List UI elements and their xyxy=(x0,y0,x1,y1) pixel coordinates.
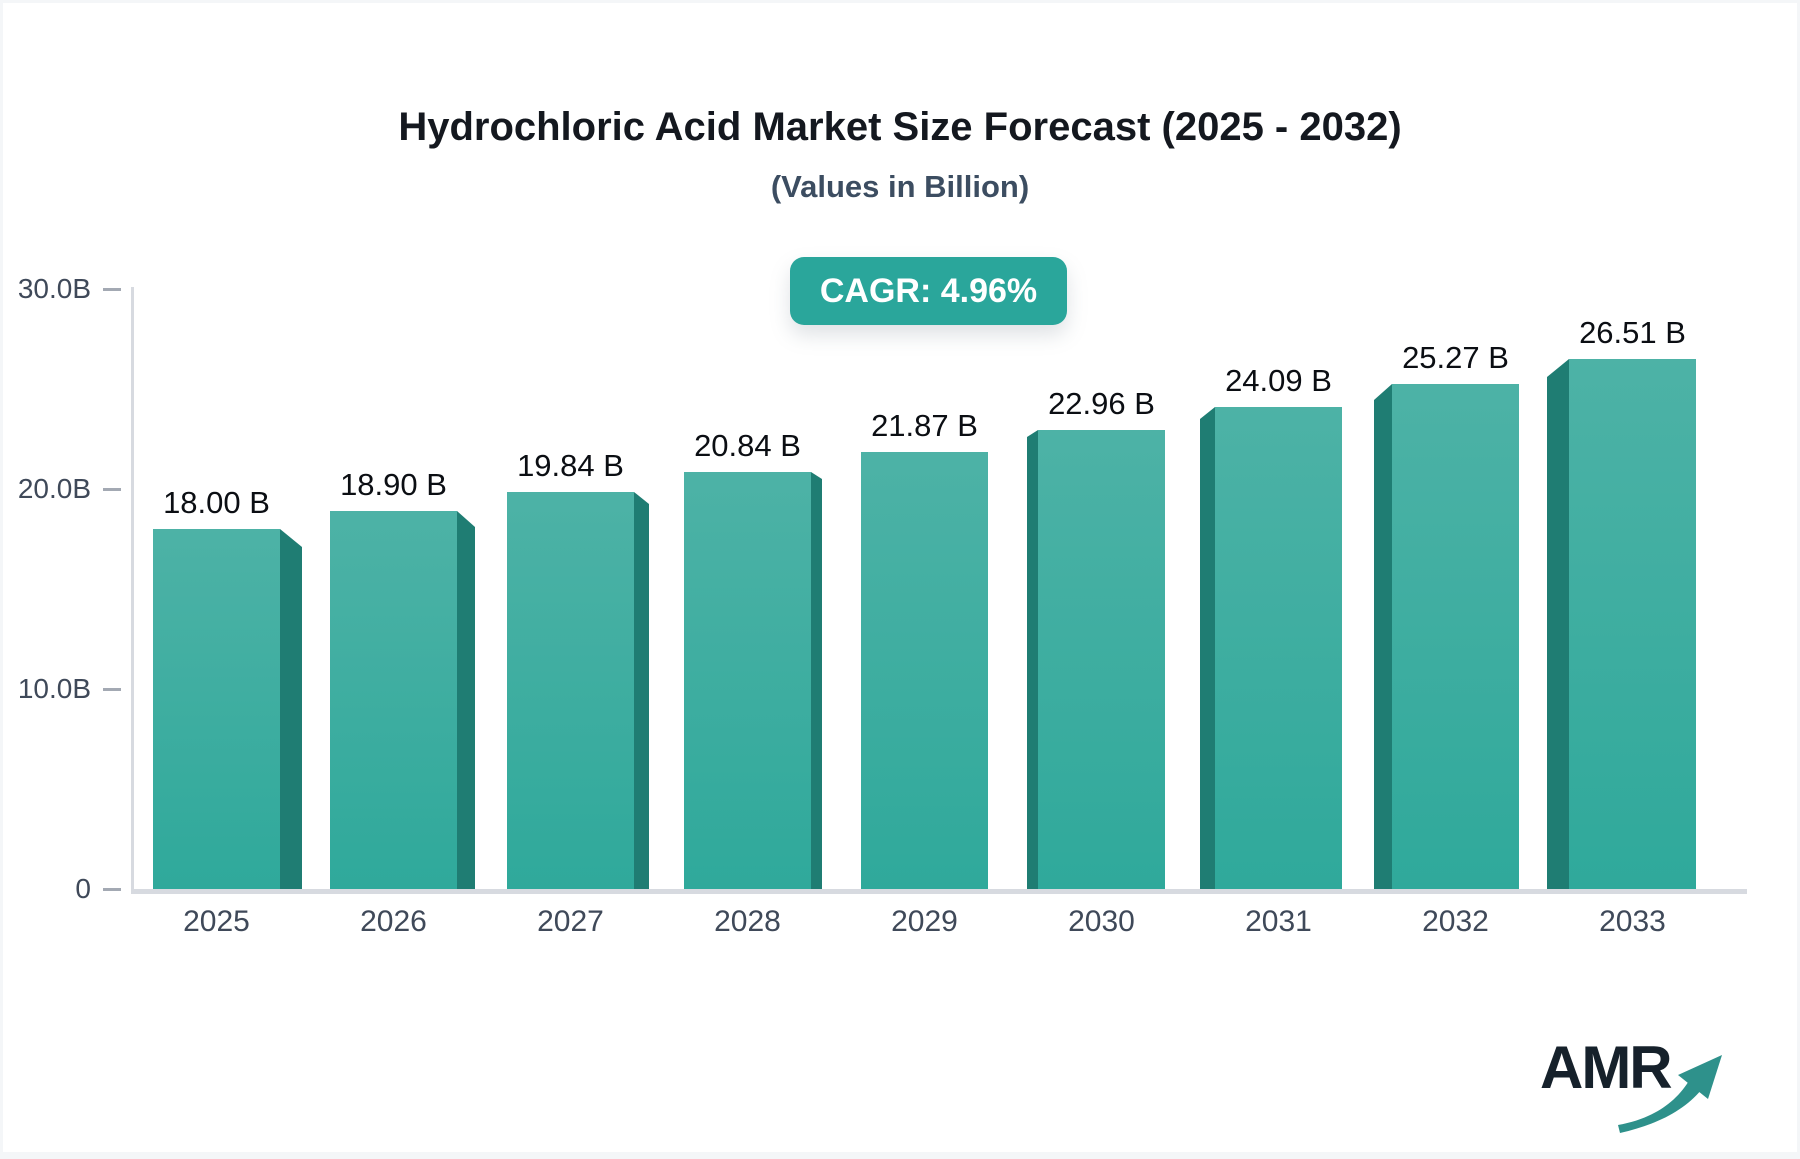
x-axis-tick-label: 2027 xyxy=(537,905,604,939)
y-axis-tick-label: 0 xyxy=(3,872,91,906)
bar-value-label: 20.84 B xyxy=(694,428,801,464)
y-axis-tick-mark xyxy=(103,888,121,891)
bar-side-face-2031 xyxy=(1200,407,1215,889)
y-axis-tick-label: 10.0B xyxy=(3,672,91,706)
bar-2030 xyxy=(1038,430,1165,889)
x-axis-tick-label: 2030 xyxy=(1068,905,1135,939)
bar-value-label: 21.87 B xyxy=(871,408,978,444)
y-axis-line xyxy=(131,287,134,891)
bar-value-label: 19.84 B xyxy=(517,448,624,484)
chart-card: Hydrochloric Acid Market Size Forecast (… xyxy=(3,3,1797,1152)
x-axis-tick-label: 2033 xyxy=(1599,905,1666,939)
bar-side-face-2027 xyxy=(634,492,649,889)
bar-value-label: 24.09 B xyxy=(1225,363,1332,399)
bar-value-label: 18.00 B xyxy=(163,485,270,521)
x-axis-tick-label: 2032 xyxy=(1422,905,1489,939)
bar-value-label: 26.51 B xyxy=(1579,315,1686,351)
bar-side-face-2026 xyxy=(457,511,475,889)
x-axis-tick-label: 2026 xyxy=(360,905,427,939)
bar-side-face-2033 xyxy=(1547,359,1569,889)
bar-side-face-2028 xyxy=(811,472,822,889)
amr-logo-text: AMR xyxy=(1540,1033,1671,1102)
x-axis-tick-label: 2031 xyxy=(1245,905,1312,939)
bar-2032 xyxy=(1392,384,1519,889)
bar-2028 xyxy=(684,472,811,889)
y-axis-tick-mark xyxy=(103,688,121,691)
x-axis-tick-label: 2025 xyxy=(183,905,250,939)
bar-2026 xyxy=(330,511,457,889)
bar-side-face-2025 xyxy=(280,529,302,889)
x-axis-line xyxy=(131,889,1747,894)
y-axis-tick-mark xyxy=(103,288,121,291)
y-axis-tick-mark xyxy=(103,488,121,491)
bar-2027 xyxy=(507,492,634,889)
x-axis-tick-label: 2028 xyxy=(714,905,781,939)
bar-side-face-2032 xyxy=(1374,384,1392,889)
bar-value-label: 25.27 B xyxy=(1402,340,1509,376)
y-axis-tick-label: 30.0B xyxy=(3,272,91,306)
y-axis-tick-label: 20.0B xyxy=(3,472,91,506)
bar-chart-plot-area: 0 10.0B 20.0B 30.0B 18.00 B 2025 18.90 B 2026 19… xyxy=(3,3,1800,1159)
bar-value-label: 22.96 B xyxy=(1048,386,1155,422)
x-axis-tick-label: 2029 xyxy=(891,905,958,939)
amr-logo: AMR xyxy=(1540,1033,1740,1133)
bar-value-label: 18.90 B xyxy=(340,467,447,503)
bar-2033 xyxy=(1569,359,1696,889)
bar-2029 xyxy=(861,452,988,889)
bar-side-face-2030 xyxy=(1027,430,1038,889)
bar-2025 xyxy=(153,529,280,889)
bar-2031 xyxy=(1215,407,1342,889)
